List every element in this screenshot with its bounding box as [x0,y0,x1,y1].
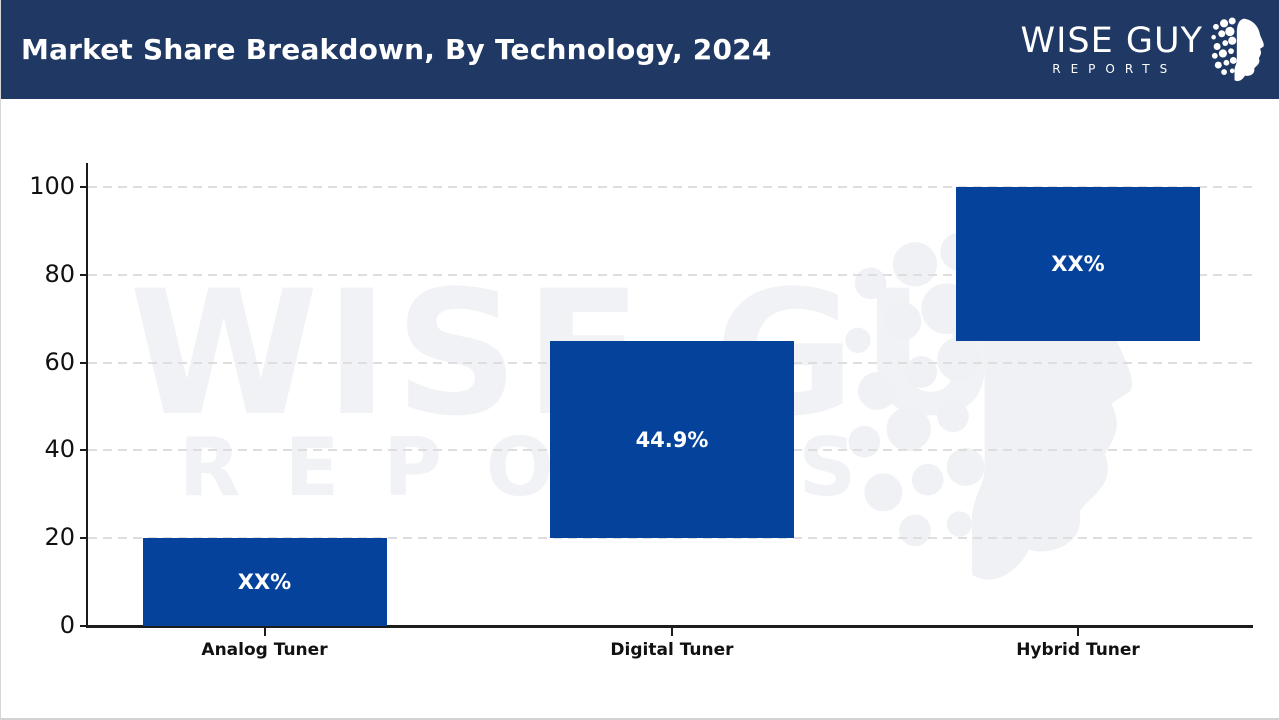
y-tick-label: 40 [44,435,75,464]
wise-guy-reports-logo: WISE GUY REPORTS [1020,11,1279,89]
grid-line [88,186,1253,188]
y-axis-tick [80,625,88,627]
logo-face-icon [1211,17,1264,81]
page-title: Market Share Breakdown, By Technology, 2… [21,33,772,66]
x-axis-tick [671,628,673,636]
x-category-label: Analog Tuner [201,640,328,660]
x-axis-tick [1077,628,1079,636]
bar: XX% [956,187,1200,342]
x-axis-line [88,625,1253,628]
y-tick-label: 20 [44,523,75,552]
y-axis-tick [80,361,88,364]
y-tick-label: 100 [29,172,75,200]
bar-value-label: XX% [1051,252,1105,277]
x-axis-tick [263,628,266,636]
x-category-label: Digital Tuner [610,640,734,660]
bar: XX% [142,538,387,626]
grid-line [88,273,1253,276]
y-tick-label: 60 [44,347,75,376]
y-axis-tick [80,449,88,452]
y-tick-label: 80 [44,259,75,288]
y-axis-tick [80,186,88,188]
logo-text: WISE GUY REPORTS [1020,23,1203,76]
header-bar: Market Share Breakdown, By Technology, 2… [1,0,1279,99]
y-axis-tick [80,273,88,276]
y-axis-tick [80,537,88,540]
bar-value-label: XX% [237,570,292,595]
logo-wiseguy-text: WISE GUY [1020,21,1203,62]
bar-value-label: 44.9% [635,427,709,452]
grid-line [88,537,1253,540]
y-tick-label: 0 [59,611,75,639]
logo-reports-text: REPORTS [1052,61,1178,76]
y-axis-line [86,163,88,628]
x-category-label: Hybrid Tuner [1016,640,1140,660]
bar: 44.9% [550,341,794,539]
